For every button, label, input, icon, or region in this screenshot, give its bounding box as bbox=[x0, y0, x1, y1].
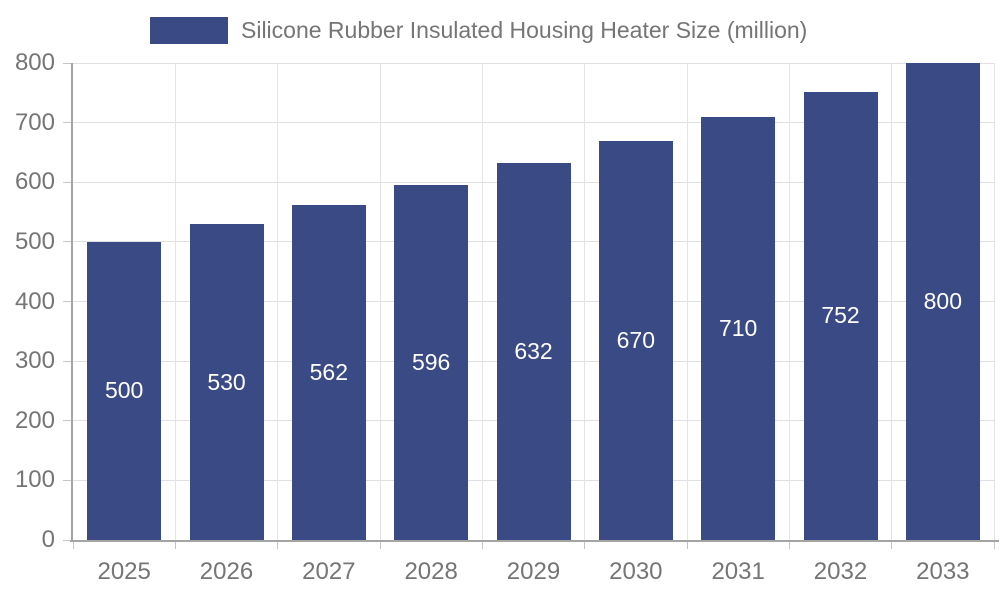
legend-label: Silicone Rubber Insulated Housing Heater… bbox=[241, 17, 808, 43]
y-axis-tick bbox=[63, 479, 71, 481]
bar-value-label: 632 bbox=[514, 338, 553, 365]
y-axis-tick bbox=[63, 122, 71, 124]
x-tick-label: 2027 bbox=[302, 558, 356, 585]
y-axis-tick bbox=[63, 181, 71, 183]
y-axis-tick bbox=[63, 62, 71, 64]
bar-value-label: 752 bbox=[821, 302, 860, 329]
y-gridline bbox=[73, 122, 994, 124]
y-tick-label: 200 bbox=[14, 406, 55, 434]
y-tick-label: 100 bbox=[14, 466, 55, 494]
x-tick-label: 2028 bbox=[404, 558, 458, 585]
bar[interactable]: 752 bbox=[803, 91, 878, 540]
x-axis-tick bbox=[891, 542, 893, 549]
bar[interactable]: 530 bbox=[189, 224, 264, 540]
x-gridline bbox=[379, 63, 381, 540]
bar[interactable]: 596 bbox=[394, 184, 469, 540]
y-axis-tick bbox=[63, 241, 71, 243]
y-tick-label: 700 bbox=[14, 108, 55, 136]
x-tick-label: 2030 bbox=[609, 558, 663, 585]
y-axis-line bbox=[71, 63, 73, 540]
y-tick-label: 300 bbox=[14, 347, 55, 375]
bar-value-label: 800 bbox=[923, 288, 963, 314]
x-gridline bbox=[891, 63, 893, 540]
y-gridline bbox=[73, 63, 994, 64]
y-tick-label: 400 bbox=[14, 287, 55, 315]
legend-swatch bbox=[150, 17, 228, 44]
bar-value-label: 710 bbox=[718, 314, 758, 341]
x-tick-label: 2032 bbox=[813, 558, 868, 585]
x-gridline bbox=[174, 63, 176, 540]
x-axis-tick bbox=[277, 542, 279, 549]
y-tick-label: 600 bbox=[14, 168, 55, 196]
bar[interactable]: 710 bbox=[701, 116, 776, 540]
plot-area: 0 100 200 300 400 500 600 700 800 500 2025 530 2026 5… bbox=[15, 49, 999, 585]
y-tick-label: 0 bbox=[41, 526, 55, 553]
y-axis-tick bbox=[63, 301, 71, 302]
bar[interactable]: 632 bbox=[496, 163, 571, 540]
x-gridline bbox=[788, 63, 790, 540]
y-axis-tick bbox=[63, 539, 71, 541]
x-axis-tick bbox=[584, 542, 586, 549]
x-tick-label: 2033 bbox=[916, 558, 970, 585]
x-gridline bbox=[993, 63, 995, 540]
x-axis-tick bbox=[72, 542, 74, 549]
bar-value-label: 500 bbox=[104, 377, 144, 404]
y-axis-tick bbox=[63, 360, 71, 362]
bar[interactable]: 670 bbox=[598, 140, 673, 540]
bar[interactable]: 562 bbox=[291, 204, 366, 540]
bar[interactable]: 500 bbox=[87, 241, 162, 540]
x-axis-tick bbox=[481, 542, 483, 549]
bar-value-label: 530 bbox=[207, 368, 246, 395]
x-axis-tick bbox=[379, 542, 381, 549]
x-gridline bbox=[481, 63, 483, 540]
x-tick-label: 2026 bbox=[199, 558, 254, 585]
x-gridline bbox=[584, 63, 586, 540]
x-tick-label: 2025 bbox=[97, 558, 151, 585]
bar-value-label: 596 bbox=[411, 348, 451, 375]
y-axis-tick bbox=[63, 420, 71, 422]
bar-value-label: 562 bbox=[309, 358, 349, 385]
y-tick-label: 500 bbox=[14, 227, 55, 255]
x-gridline bbox=[277, 63, 279, 540]
x-axis-tick bbox=[174, 542, 176, 549]
x-axis-line bbox=[70, 540, 999, 542]
legend[interactable]: Silicone Rubber Insulated Housing Heater… bbox=[150, 17, 807, 44]
x-tick-label: 2031 bbox=[711, 558, 765, 585]
bar[interactable]: 800 bbox=[905, 63, 980, 540]
x-gridline bbox=[686, 63, 688, 540]
x-axis-tick bbox=[686, 542, 688, 549]
y-tick-label: 800 bbox=[14, 49, 55, 76]
x-axis-tick bbox=[788, 542, 790, 549]
x-axis-tick bbox=[993, 542, 995, 549]
x-tick-label: 2029 bbox=[506, 558, 561, 585]
bar-value-label: 670 bbox=[616, 326, 656, 353]
